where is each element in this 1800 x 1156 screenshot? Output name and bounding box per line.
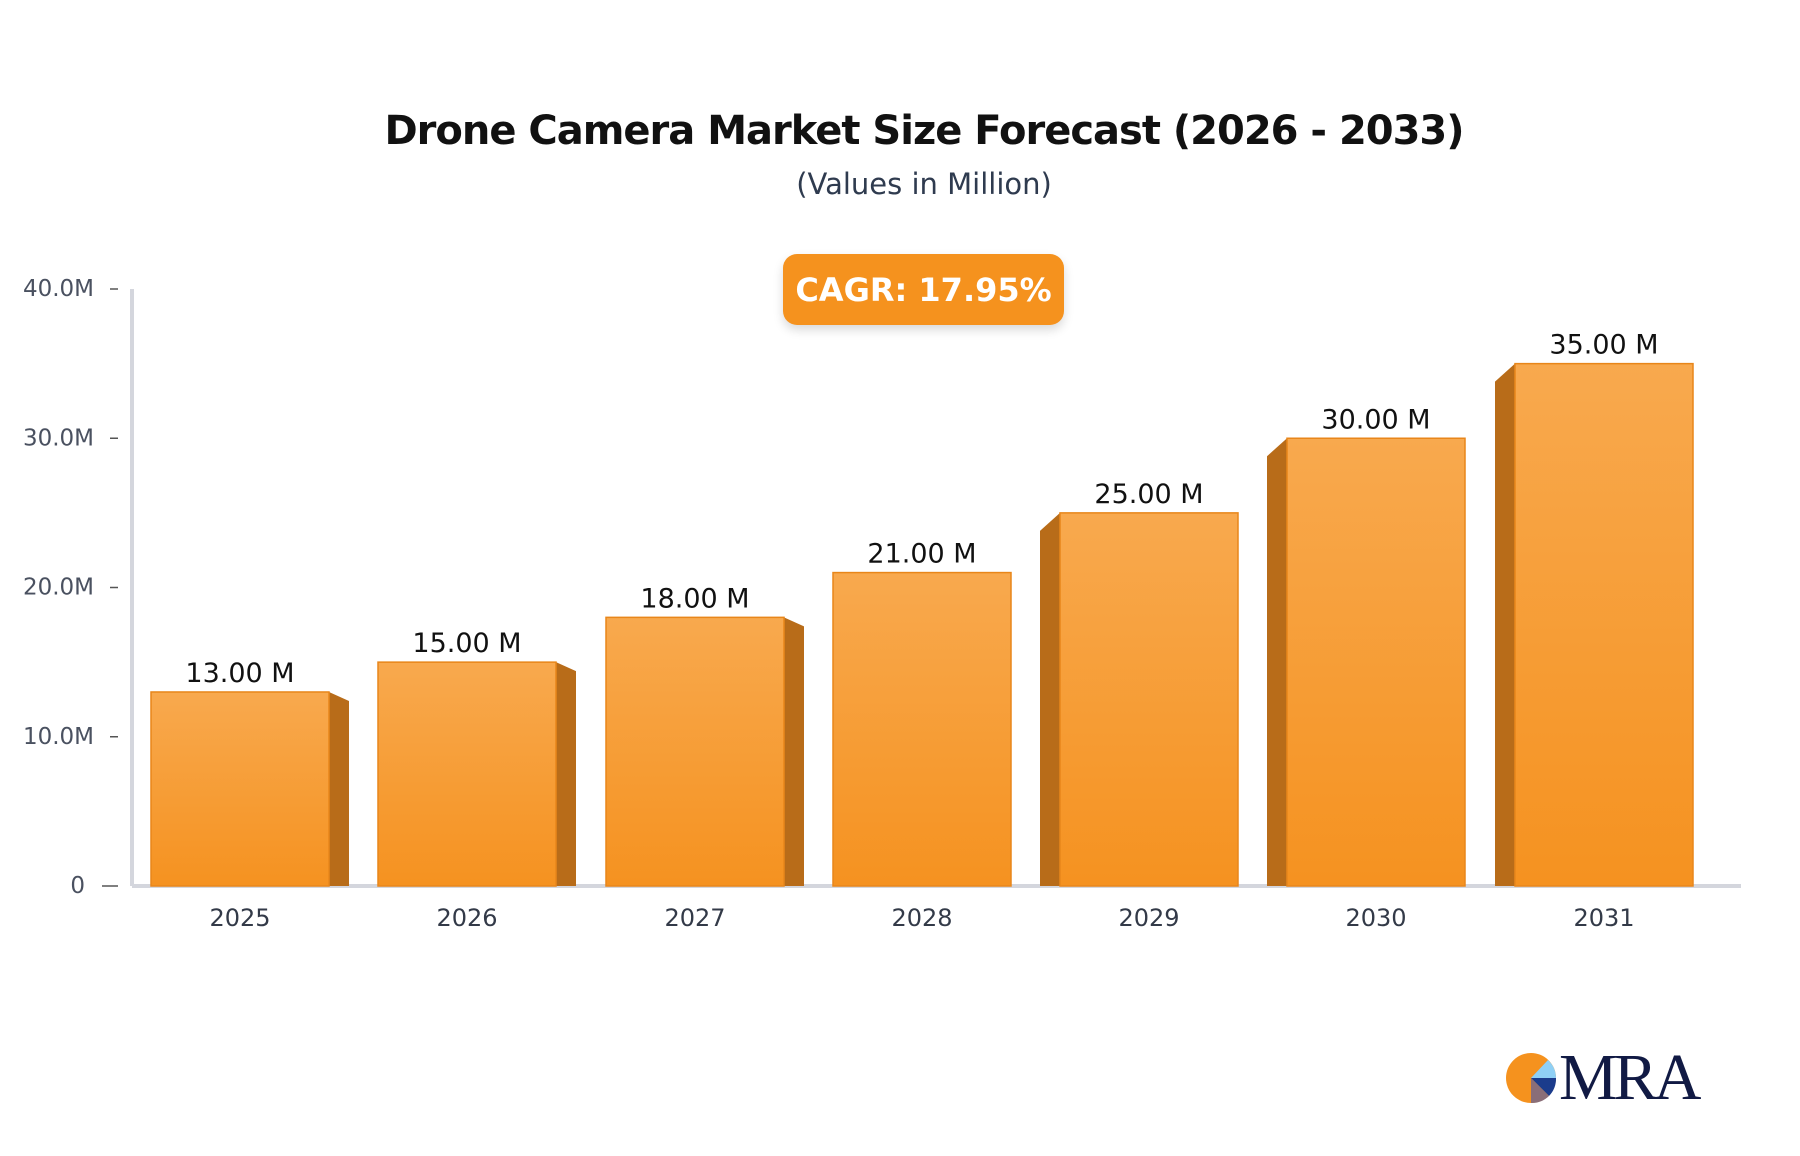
bar-side <box>556 662 576 886</box>
y-tick-label: 20.0M <box>23 575 94 601</box>
cagr-badge: CAGR: 17.95% <box>783 254 1064 325</box>
chart-title: Drone Camera Market Size Forecast (2026 … <box>384 108 1464 154</box>
data-label: 15.00 M <box>412 628 521 659</box>
logo-text: MRA <box>1559 1041 1701 1114</box>
data-label: 35.00 M <box>1549 330 1658 361</box>
bar-2029 <box>1059 512 1239 887</box>
pie-logo-icon <box>1506 1053 1557 1104</box>
mra-logo: MRA <box>1505 1040 1701 1116</box>
data-label: 13.00 M <box>185 658 294 689</box>
data-label: 25.00 M <box>1094 479 1203 510</box>
bar-2028 <box>832 571 1012 887</box>
x-tick-label: 2031 <box>1573 904 1634 932</box>
bar-2025 <box>150 691 330 887</box>
bar-side <box>329 691 349 886</box>
x-tick-label: 2030 <box>1345 904 1406 932</box>
x-tick-label: 2028 <box>891 904 952 932</box>
y-tick-label: 40.0M <box>23 276 94 302</box>
y-tick-label: 0 <box>70 873 85 899</box>
x-tick-label: 2027 <box>664 904 725 932</box>
data-label: 18.00 M <box>640 583 749 614</box>
x-tick-label: 2025 <box>209 904 270 932</box>
bar-2026 <box>377 661 557 887</box>
y-tick-label: 30.0M <box>23 425 94 451</box>
bar-2031 <box>1514 362 1694 887</box>
bar-2027 <box>605 616 785 887</box>
x-tick-label: 2026 <box>436 904 497 932</box>
bar-2030 <box>1286 437 1466 887</box>
bar-side <box>1267 438 1287 886</box>
data-label: 30.00 M <box>1321 404 1430 435</box>
data-label: 21.00 M <box>867 539 976 570</box>
bar-side <box>1495 363 1515 886</box>
chart-subtitle: (Values in Million) <box>796 167 1052 201</box>
y-tick-label: 10.0M <box>23 724 94 750</box>
bar-side <box>1040 512 1060 886</box>
bar-side <box>784 617 804 886</box>
x-tick-label: 2029 <box>1118 904 1179 932</box>
